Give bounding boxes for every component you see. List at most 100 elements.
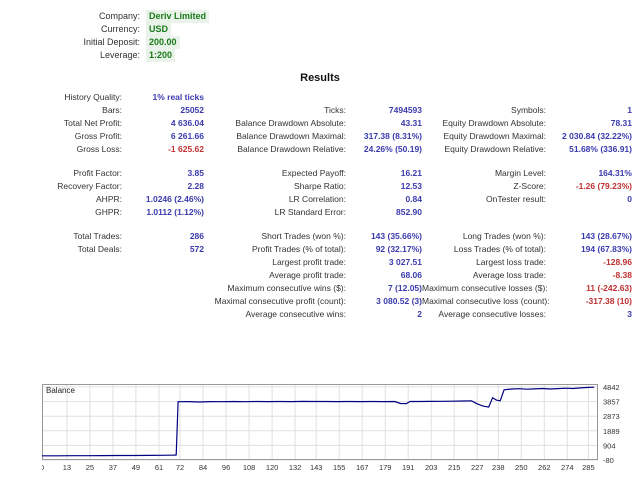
stat-value: -8.38 (612, 269, 632, 280)
x-axis-tick-label: 167 (356, 463, 369, 472)
y-axis-tick-label: 4842 (603, 384, 620, 392)
stats-group-spacer (8, 218, 632, 229)
chart-plot-border (42, 384, 598, 460)
stat-label: LR Correlation: (288, 193, 346, 204)
stat-value: 51.68% (336.91) (569, 143, 632, 154)
x-axis-tick-label: 0 (42, 463, 44, 472)
stat-value (126, 281, 204, 294)
stats-row: AHPR: 1.0246 (2.46%) LR Correlation: 0.84 On… (8, 192, 632, 205)
stats-row: Profit Factor: 3.85 Expected Payoff: 16.21 M… (8, 166, 632, 179)
stat-label (8, 255, 126, 268)
stat-label: Z-Score: (513, 180, 546, 191)
stat-value: 3.85 (187, 167, 204, 178)
x-axis-tick-label: 191 (402, 463, 415, 472)
stat-value: -317.38 (10) (585, 295, 632, 306)
results-title: Results (300, 72, 340, 84)
x-axis-tick-label: 132 (289, 463, 302, 472)
stat-label (422, 205, 550, 218)
stat-value: 7494593 (388, 104, 422, 115)
x-axis-tick-label: 203 (425, 463, 438, 472)
stat-value: 3 (627, 308, 632, 319)
stat-value: 164.31% (598, 167, 632, 178)
x-axis-tick-label: 61 (155, 463, 163, 472)
header-label: Leverage: (99, 50, 140, 60)
balance-chart-svg: Balance 0 13 25 37 49 61 72 84 96 108 120 132 143 155 1… (40, 383, 620, 472)
stat-label: Symbols: (511, 104, 546, 115)
stats-row: History Quality: 1% real ticks (8, 90, 632, 103)
x-axis-tick-label: 120 (266, 463, 279, 472)
stat-label: Profit Trades (% of total): (251, 243, 346, 254)
y-axis-tick-label: 1889 (603, 427, 620, 436)
stat-value: 6 261.66 (170, 130, 204, 141)
stat-label: Average profit trade: (269, 269, 346, 280)
stats-group-spacer (8, 155, 632, 166)
stat-label: Average consecutive wins: (245, 308, 346, 319)
stat-label: Total Trades: (73, 230, 122, 241)
stat-label: Balance Drawdown Maximal: (236, 130, 346, 141)
chart-legend-balance: Balance (46, 386, 75, 395)
stat-label: Maximal consecutive profit (count): (214, 295, 346, 306)
stat-value: 24.26% (50.19) (363, 143, 422, 154)
stats-row: Average profit trade: 68.06 Average loss t… (8, 268, 632, 281)
stat-label (204, 90, 350, 103)
stat-value: 194 (67.83%) (580, 243, 632, 254)
stat-label: Maximum consecutive wins ($): (227, 282, 346, 293)
stat-value: 572 (189, 243, 204, 254)
stats-row: Largest profit trade: 3 027.51 Largest los… (8, 255, 632, 268)
y-axis-tick-label: 2873 (603, 412, 620, 421)
balance-chart: Balance 0 13 25 37 49 61 72 84 96 108 120 132 143 155 1… (40, 383, 640, 481)
x-axis-tick-label: 274 (561, 463, 574, 472)
stat-label: Long Trades (won %): (462, 230, 546, 241)
stat-value: 2.28 (187, 180, 204, 191)
stat-label: Loss Trades (% of total): (453, 243, 546, 254)
stat-label: LR Standard Error: (274, 206, 346, 217)
stats-row: Recovery Factor: 2.28 Sharpe Ratio: 12.53 Z-… (8, 179, 632, 192)
header-label: Company: (98, 11, 140, 21)
header-label: Currency: (100, 24, 140, 34)
stat-value: -128.96 (603, 256, 632, 267)
stats-row: Total Net Profit: 4 636.04 Balance Drawdow… (8, 116, 632, 129)
stat-label (8, 268, 126, 281)
stat-label: GHPR: (95, 206, 122, 217)
stat-label: Largest loss trade: (476, 256, 546, 267)
x-axis-tick-label: 37 (109, 463, 117, 472)
stat-label: Gross Profit: (74, 130, 122, 141)
stats-row: Bars: 25052 Ticks: 7494593 Symbols: 1 (8, 103, 632, 116)
header-row: Currency: USD (0, 23, 640, 36)
x-axis-tick-label: 143 (310, 463, 323, 472)
header-row: Company: Deriv Limited (0, 10, 640, 23)
stat-value: 3 080.52 (3) (376, 295, 422, 306)
stats-row: Total Deals: 572 Profit Trades (% of total… (8, 242, 632, 255)
x-axis-tick-label: 179 (379, 463, 392, 472)
stat-label: Total Net Profit: (63, 117, 122, 128)
stats-row: Maximum consecutive wins ($): 7 (12.05) Ma… (8, 281, 632, 294)
header-value: USD (146, 23, 172, 36)
stat-label: Ticks: (324, 104, 346, 115)
stat-value: 143 (35.66%) (370, 230, 422, 241)
stat-value: 143 (28.67%) (580, 230, 632, 241)
stat-value: 12.53 (400, 180, 422, 191)
stat-label (8, 281, 126, 294)
stat-value: 25052 (180, 104, 204, 115)
stat-value: 16.21 (400, 167, 422, 178)
x-axis-tick-label: 285 (582, 463, 595, 472)
stat-value: 78.31 (610, 117, 632, 128)
stat-label: Bars: (102, 104, 122, 115)
header-row: Leverage: 1:200 (0, 49, 640, 62)
stat-value: 2 030.84 (32.22%) (562, 130, 632, 141)
stat-value: 92 (32.17%) (375, 243, 422, 254)
stat-label: Balance Drawdown Relative: (237, 143, 346, 154)
stat-value: 68.06 (400, 269, 422, 280)
stat-label: Average loss trade: (472, 269, 546, 280)
stat-label: Average consecutive losses: (438, 308, 546, 319)
stat-value: 1.0246 (2.46%) (145, 193, 204, 204)
header-value: Deriv Limited (146, 10, 210, 23)
y-axis-tick-label: 904 (603, 441, 616, 450)
stat-value: 0.84 (405, 193, 422, 204)
x-axis-tick-label: 96 (222, 463, 230, 472)
stat-value (350, 90, 422, 103)
balance-line (42, 386, 595, 457)
stat-value (550, 90, 632, 103)
stat-value: 7 (12.05) (387, 282, 422, 293)
